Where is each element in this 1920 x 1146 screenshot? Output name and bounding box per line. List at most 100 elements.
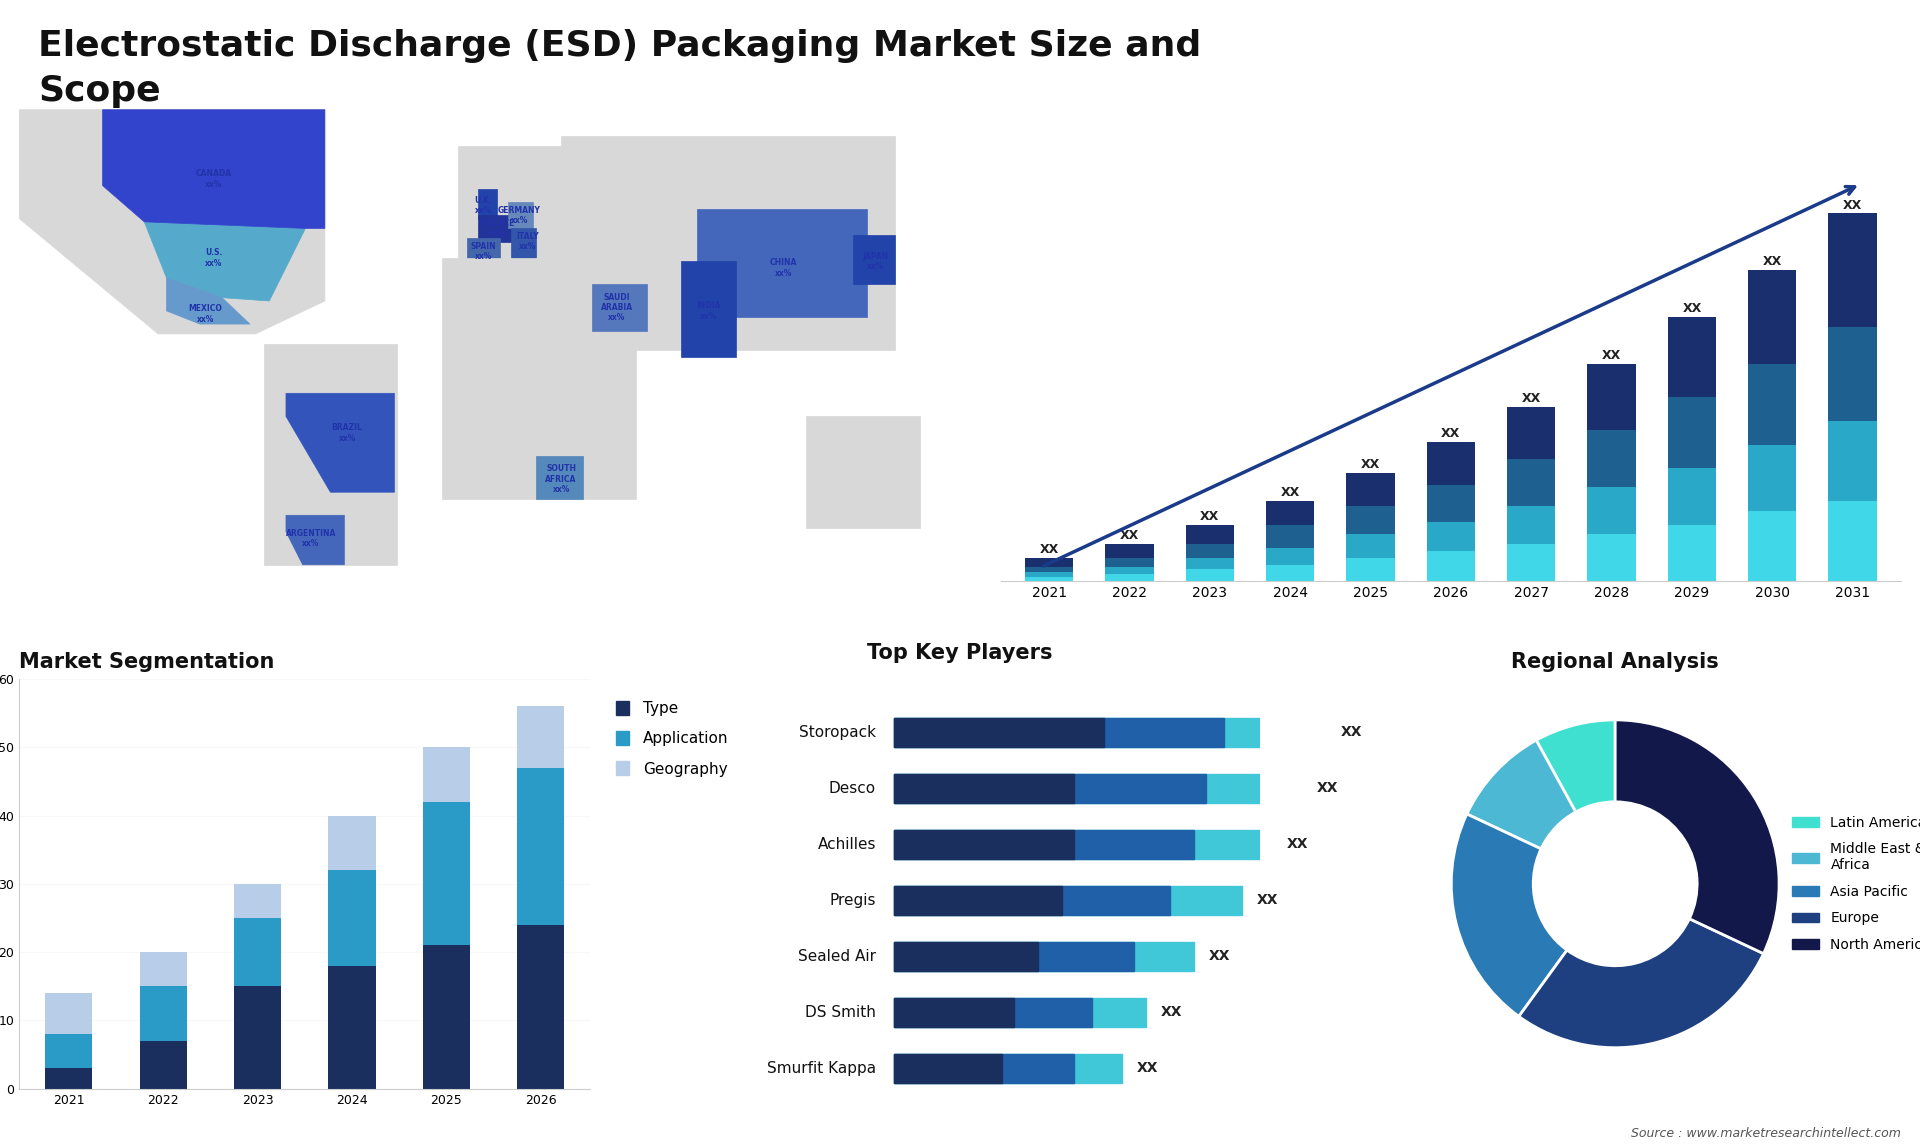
Bar xyxy=(1668,398,1716,468)
Polygon shape xyxy=(509,202,534,228)
Bar xyxy=(46,1034,92,1068)
Bar xyxy=(1427,523,1475,550)
Wedge shape xyxy=(1452,814,1567,1017)
Bar xyxy=(895,942,1135,971)
Text: XX: XX xyxy=(1442,427,1461,440)
Bar xyxy=(1106,574,1154,581)
Text: XX: XX xyxy=(1281,486,1300,500)
Polygon shape xyxy=(806,416,920,528)
Bar xyxy=(1187,570,1235,581)
Text: XX: XX xyxy=(1763,256,1782,268)
Bar xyxy=(895,886,1169,915)
Text: RESEARCH: RESEARCH xyxy=(1816,68,1887,81)
Bar xyxy=(1588,431,1636,487)
Bar xyxy=(1427,485,1475,523)
Bar xyxy=(895,717,1327,746)
Text: XX: XX xyxy=(1200,510,1219,523)
Text: U.K.
xx%: U.K. xx% xyxy=(474,196,492,215)
Text: Market Segmentation: Market Segmentation xyxy=(19,652,275,672)
Text: XX: XX xyxy=(1119,528,1139,542)
Bar xyxy=(422,747,470,802)
Text: SOUTH
AFRICA
xx%: SOUTH AFRICA xx% xyxy=(545,464,576,494)
Text: XX: XX xyxy=(1286,838,1308,851)
Text: GERMANY
xx%: GERMANY xx% xyxy=(497,205,541,225)
Bar xyxy=(1187,543,1235,558)
Polygon shape xyxy=(263,344,397,565)
Text: XX: XX xyxy=(1682,303,1701,315)
Text: XX: XX xyxy=(1601,350,1620,362)
Bar xyxy=(1025,576,1073,581)
Text: SPAIN
xx%: SPAIN xx% xyxy=(470,242,495,261)
Bar xyxy=(895,1054,1073,1083)
Bar xyxy=(895,1054,1002,1083)
Bar xyxy=(895,998,1092,1027)
Circle shape xyxy=(1534,802,1697,966)
Text: MEXICO
xx%: MEXICO xx% xyxy=(188,305,223,324)
Text: XX: XX xyxy=(1843,198,1862,212)
Bar xyxy=(895,886,1062,915)
Polygon shape xyxy=(697,209,866,317)
Bar xyxy=(1265,548,1315,565)
Text: XX: XX xyxy=(1162,1005,1183,1019)
Polygon shape xyxy=(286,516,344,565)
Bar xyxy=(140,987,186,1041)
Polygon shape xyxy=(467,238,499,265)
Bar xyxy=(1106,543,1154,558)
Text: FRANCE
xx%: FRANCE xx% xyxy=(480,219,515,238)
Polygon shape xyxy=(852,235,895,284)
Text: INDIA
xx%: INDIA xx% xyxy=(697,301,720,321)
Bar xyxy=(1668,317,1716,398)
Text: Electrostatic Discharge (ESD) Packaging Market Size and: Electrostatic Discharge (ESD) Packaging … xyxy=(38,29,1202,63)
Bar xyxy=(140,1041,186,1089)
Bar xyxy=(234,884,280,918)
Text: ITALY
xx%: ITALY xx% xyxy=(516,231,540,251)
Bar xyxy=(1747,270,1797,364)
Bar xyxy=(895,998,1146,1027)
Bar xyxy=(1747,445,1797,510)
Bar xyxy=(1668,468,1716,525)
Bar xyxy=(895,830,1194,858)
Bar xyxy=(516,925,564,1089)
Bar xyxy=(1025,572,1073,576)
Bar xyxy=(328,966,376,1089)
Text: BRAZIL
xx%: BRAZIL xx% xyxy=(332,423,363,442)
Text: Storopack: Storopack xyxy=(799,724,876,739)
Bar xyxy=(234,918,280,987)
Polygon shape xyxy=(536,456,584,499)
Text: INTELLECT: INTELLECT xyxy=(1816,93,1887,107)
Text: CHINA
xx%: CHINA xx% xyxy=(770,258,797,277)
Polygon shape xyxy=(286,393,394,493)
Bar xyxy=(1025,558,1073,567)
Text: XX: XX xyxy=(1317,782,1338,795)
Text: XX: XX xyxy=(1361,458,1380,471)
Bar xyxy=(1828,213,1876,327)
Bar xyxy=(895,886,1242,915)
Bar xyxy=(895,1054,1121,1083)
Text: Top Key Players: Top Key Players xyxy=(868,643,1052,662)
Text: U.S.
xx%: U.S. xx% xyxy=(205,249,223,268)
Bar xyxy=(422,945,470,1089)
Bar xyxy=(1346,534,1394,558)
Polygon shape xyxy=(561,136,895,351)
Polygon shape xyxy=(478,189,497,219)
Text: DS Smith: DS Smith xyxy=(804,1005,876,1020)
Polygon shape xyxy=(144,222,305,301)
Wedge shape xyxy=(1467,740,1576,849)
Wedge shape xyxy=(1536,720,1615,813)
Bar xyxy=(895,942,1039,971)
Bar xyxy=(895,717,1104,746)
Bar xyxy=(234,987,280,1089)
Bar xyxy=(1828,327,1876,421)
Polygon shape xyxy=(680,261,735,358)
Text: SAUDI
ARABIA
xx%: SAUDI ARABIA xx% xyxy=(601,292,634,322)
Bar xyxy=(46,1068,92,1089)
Bar xyxy=(895,942,1194,971)
Polygon shape xyxy=(478,215,515,242)
Bar xyxy=(1427,550,1475,581)
Bar xyxy=(328,816,376,870)
Legend: Type, Application, Geography: Type, Application, Geography xyxy=(609,694,735,783)
Bar xyxy=(516,768,564,925)
Bar xyxy=(1747,510,1797,581)
Bar xyxy=(1187,558,1235,570)
Text: XX: XX xyxy=(1039,543,1058,556)
